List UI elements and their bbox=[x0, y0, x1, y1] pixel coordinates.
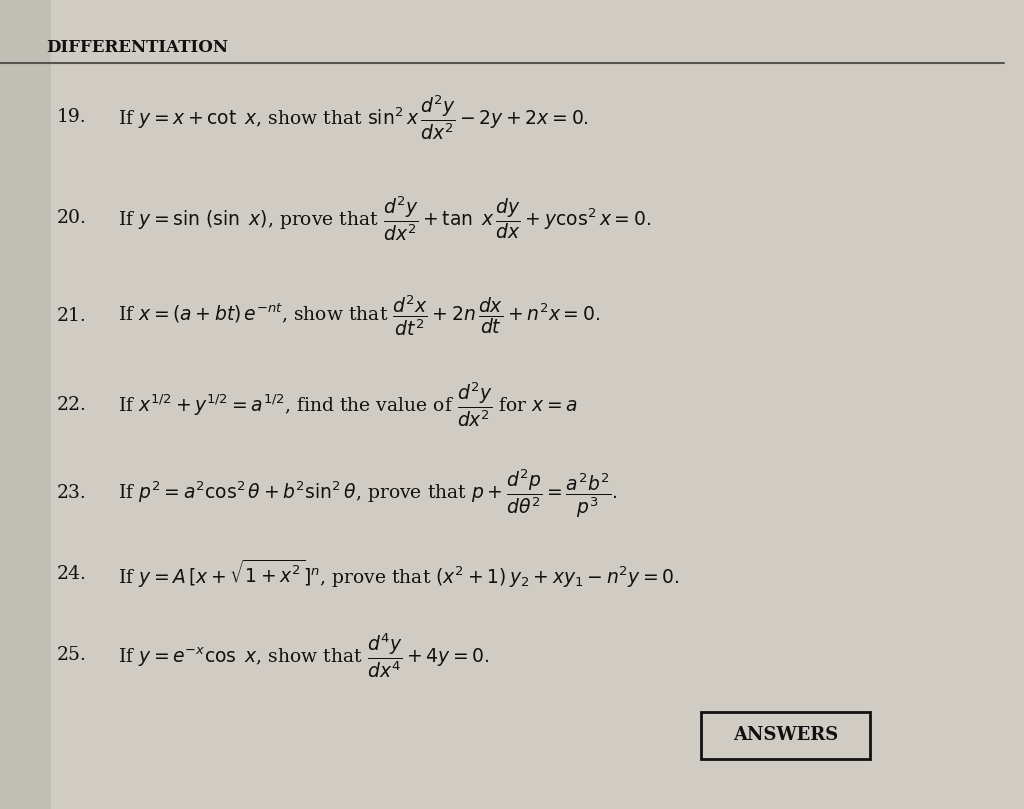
Text: 20.: 20. bbox=[56, 210, 86, 227]
Text: 21.: 21. bbox=[56, 307, 86, 324]
Bar bbox=[701, 712, 870, 759]
Text: 23.: 23. bbox=[56, 485, 86, 502]
Text: If $p^2=a^2\cos^2\theta+b^2\sin^2\theta$, prove that $p+\dfrac{d^2p}{d\theta^2}=: If $p^2=a^2\cos^2\theta+b^2\sin^2\theta$… bbox=[118, 467, 617, 520]
Text: If $y=A\,[x+\sqrt{1+x^2}]^n$, prove that $(x^2+1)\,y_2+xy_1-n^2y=0.$: If $y=A\,[x+\sqrt{1+x^2}]^n$, prove that… bbox=[118, 558, 680, 591]
Text: 24.: 24. bbox=[56, 565, 86, 583]
Text: 22.: 22. bbox=[56, 396, 86, 413]
Text: If $x^{1/2}+y^{1/2}=a^{1/2}$, find the value of $\dfrac{d^2y}{dx^2}$ for $x=a$: If $x^{1/2}+y^{1/2}=a^{1/2}$, find the v… bbox=[118, 380, 578, 429]
Text: If $y=e^{-x}\cos\ x$, show that $\dfrac{d^4y}{dx^4}+4y=0.$: If $y=e^{-x}\cos\ x$, show that $\dfrac{… bbox=[118, 631, 489, 680]
Text: If $x=(a+bt)\,e^{-nt}$, show that $\dfrac{d^2x}{dt^2}+2n\,\dfrac{dx}{dt}+n^2x=0.: If $x=(a+bt)\,e^{-nt}$, show that $\dfra… bbox=[118, 293, 600, 338]
Text: If $y=\sin\,(\sin\ x)$, prove that $\dfrac{d^2y}{dx^2}+\tan\ x\,\dfrac{dy}{dx}+y: If $y=\sin\,(\sin\ x)$, prove that $\dfr… bbox=[118, 194, 650, 243]
Text: If $y=x+\cot\ x$, show that $\sin^2 x\,\dfrac{d^2y}{dx^2}-2y+2x=0.$: If $y=x+\cot\ x$, show that $\sin^2 x\,\… bbox=[118, 93, 589, 142]
Text: 25.: 25. bbox=[56, 646, 86, 664]
Text: DIFFERENTIATION: DIFFERENTIATION bbox=[46, 39, 228, 56]
Bar bbox=[0, 0, 51, 809]
Text: ANSWERS: ANSWERS bbox=[733, 726, 839, 744]
Text: 19.: 19. bbox=[56, 108, 86, 126]
